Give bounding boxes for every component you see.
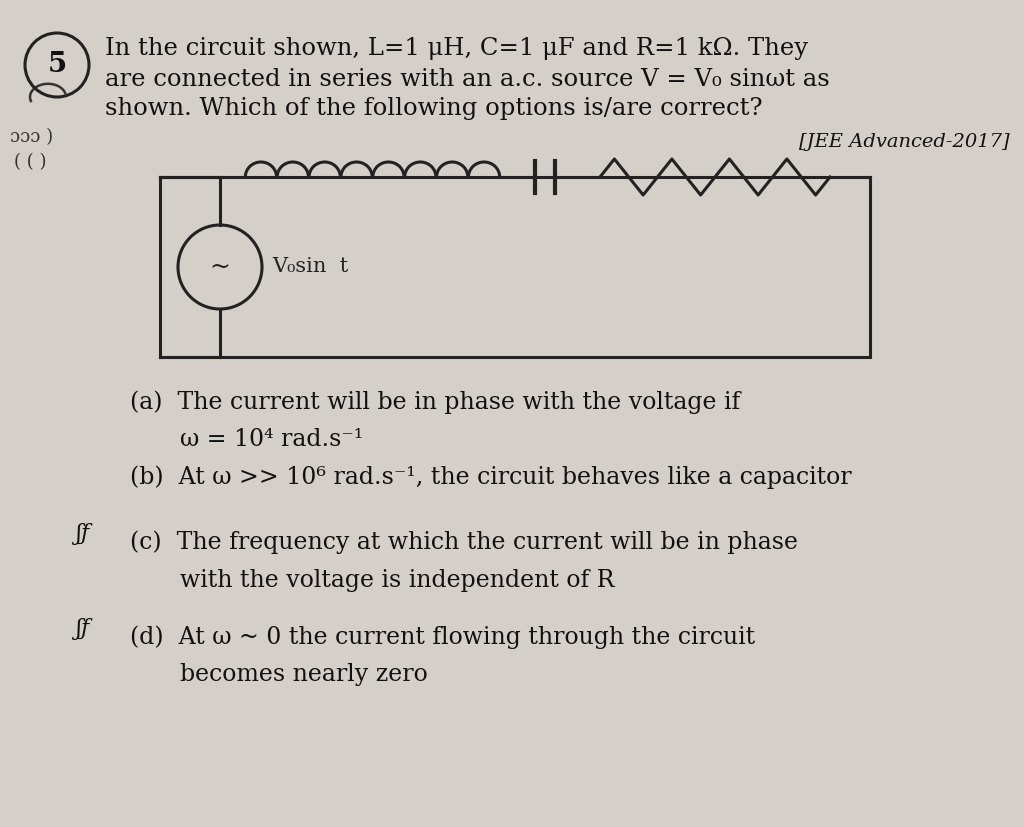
Text: shown. Which of the following options is/are correct?: shown. Which of the following options is… (105, 98, 763, 121)
Text: ( ( ): ( ( ) (14, 153, 46, 171)
Text: (d)  At ω ~ 0 the current flowing through the circuit: (d) At ω ~ 0 the current flowing through… (130, 625, 755, 648)
Text: with the voltage is independent of R: with the voltage is independent of R (180, 568, 614, 591)
Text: V₀sin  t: V₀sin t (272, 257, 348, 276)
Text: ɔɔɔ ): ɔɔɔ ) (10, 128, 53, 146)
Text: (a)  The current will be in phase with the voltage if: (a) The current will be in phase with th… (130, 390, 740, 414)
Text: are connected in series with an a.c. source V = V₀ sinωt as: are connected in series with an a.c. sou… (105, 68, 829, 90)
Text: ʃƒ: ʃƒ (75, 523, 89, 545)
Text: 5: 5 (47, 51, 67, 79)
Text: [JEE Advanced-2017]: [JEE Advanced-2017] (800, 133, 1010, 151)
Text: ~: ~ (210, 256, 230, 279)
Text: becomes nearly zero: becomes nearly zero (180, 663, 428, 686)
Text: In the circuit shown, L=1 μH, C=1 μF and R=1 kΩ. They: In the circuit shown, L=1 μH, C=1 μF and… (105, 37, 808, 60)
Text: (c)  The frequency at which the current will be in phase: (c) The frequency at which the current w… (130, 530, 798, 554)
Text: ω = 10⁴ rad.s⁻¹: ω = 10⁴ rad.s⁻¹ (180, 428, 364, 452)
Text: (b)  At ω >> 10⁶ rad.s⁻¹, the circuit behaves like a capacitor: (b) At ω >> 10⁶ rad.s⁻¹, the circuit beh… (130, 466, 852, 489)
Text: ʃƒ: ʃƒ (75, 618, 89, 640)
